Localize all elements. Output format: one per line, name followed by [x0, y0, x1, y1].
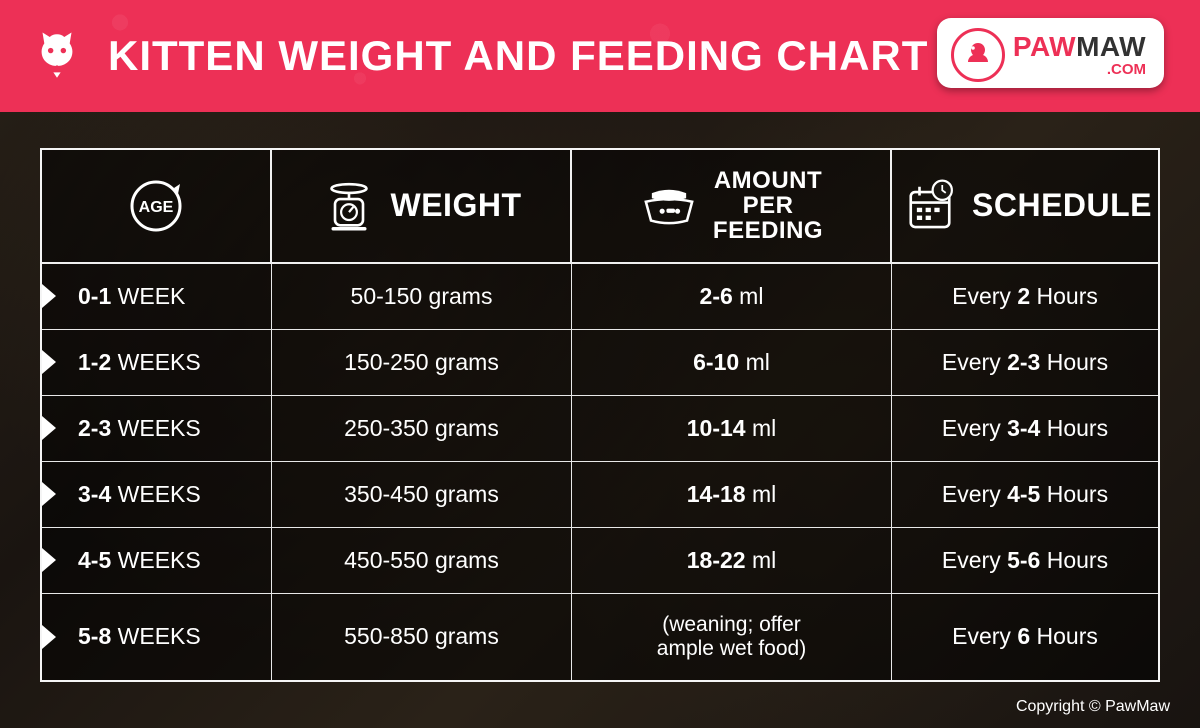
table-row: 5-8 WEEKS550-850 grams(weaning; offeramp… [42, 594, 1158, 680]
cell-weight: 150-250 grams [272, 330, 572, 395]
col-header-schedule: SCHEDULE [892, 150, 1162, 262]
age-icon: AGE [124, 174, 188, 238]
logo-brand-part1: PAW [1013, 32, 1076, 61]
logo-circle-icon [951, 28, 1005, 82]
table-row: 0-1 WEEK50-150 grams2-6 mlEvery 2 Hours [42, 264, 1158, 330]
cell-schedule: Every 5-6 Hours [892, 528, 1158, 593]
cell-age: 0-1 WEEK [42, 264, 272, 329]
logo-domain: .COM [1013, 62, 1146, 78]
table-row: 4-5 WEEKS450-550 grams18-22 mlEvery 5-6 … [42, 528, 1158, 594]
page-title: KITTEN WEIGHT AND FEEDING CHART [108, 32, 928, 80]
svg-text:AGE: AGE [139, 199, 174, 216]
scale-icon [321, 178, 377, 234]
cell-amount: 10-14 ml [572, 396, 892, 461]
cell-amount: 18-22 ml [572, 528, 892, 593]
cell-schedule: Every 3-4 Hours [892, 396, 1158, 461]
col-label-amount: AMOUNTPERFEEDING [713, 168, 823, 244]
col-header-weight: WEIGHT [272, 150, 572, 262]
copyright-text: Copyright © PawMaw [1016, 698, 1170, 716]
schedule-icon [902, 178, 958, 234]
col-label-weight: WEIGHT [391, 189, 522, 223]
cell-schedule: Every 2 Hours [892, 264, 1158, 329]
table-header-row: AGE WEIGHT [42, 150, 1158, 264]
col-label-schedule: SCHEDULE [972, 189, 1152, 223]
content-area: AGE WEIGHT [0, 112, 1200, 692]
cell-age: 4-5 WEEKS [42, 528, 272, 593]
cell-age: 3-4 WEEKS [42, 462, 272, 527]
cell-schedule: Every 2-3 Hours [892, 330, 1158, 395]
header-scallop [0, 104, 1200, 120]
cell-schedule: Every 4-5 Hours [892, 462, 1158, 527]
header-banner: KITTEN WEIGHT AND FEEDING CHART PAWMAW .… [0, 0, 1200, 112]
cell-age: 2-3 WEEKS [42, 396, 272, 461]
table-row: 1-2 WEEKS150-250 grams6-10 mlEvery 2-3 H… [42, 330, 1158, 396]
brand-logo: PAWMAW .COM [937, 18, 1164, 88]
bowl-icon [639, 181, 699, 231]
logo-brand-part2: MAW [1076, 32, 1146, 61]
cell-weight: 50-150 grams [272, 264, 572, 329]
table-row: 3-4 WEEKS350-450 grams14-18 mlEvery 4-5 … [42, 462, 1158, 528]
table-body: 0-1 WEEK50-150 grams2-6 mlEvery 2 Hours1… [42, 264, 1158, 680]
cat-icon [28, 27, 86, 85]
cell-amount: (weaning; offerample wet food) [572, 594, 892, 680]
feeding-chart: AGE WEIGHT [40, 148, 1160, 682]
cell-weight: 250-350 grams [272, 396, 572, 461]
col-header-amount: AMOUNTPERFEEDING [572, 150, 892, 262]
cell-weight: 450-550 grams [272, 528, 572, 593]
table-row: 2-3 WEEKS250-350 grams10-14 mlEvery 3-4 … [42, 396, 1158, 462]
cell-weight: 350-450 grams [272, 462, 572, 527]
cell-amount: 6-10 ml [572, 330, 892, 395]
cell-age: 1-2 WEEKS [42, 330, 272, 395]
cell-age: 5-8 WEEKS [42, 594, 272, 680]
cell-amount: 14-18 ml [572, 462, 892, 527]
cell-amount: 2-6 ml [572, 264, 892, 329]
cell-weight: 550-850 grams [272, 594, 572, 680]
cell-schedule: Every 6 Hours [892, 594, 1158, 680]
col-header-age: AGE [42, 150, 272, 262]
